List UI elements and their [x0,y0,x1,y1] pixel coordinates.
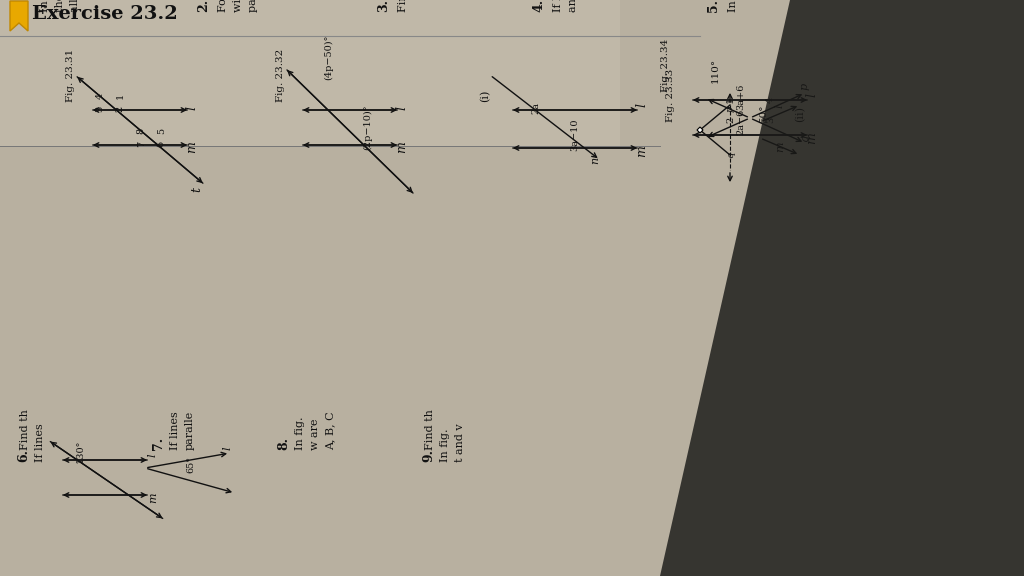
Text: 110°: 110° [711,58,720,83]
Text: will lines l and m be: will lines l and m be [233,0,243,12]
Text: l: l [148,453,158,457]
Text: 2a−6: 2a−6 [736,109,745,135]
Text: p: p [726,106,735,112]
Text: Fig. 23.33: Fig. 23.33 [666,69,675,122]
Text: 2: 2 [726,117,735,123]
Text: angles ∡1, ∢2, ∣3 and ∤4.: angles ∡1, ∢2, ∣3 and ∤4. [567,0,578,12]
Text: Exercise 23.2: Exercise 23.2 [32,5,178,23]
Text: 2: 2 [116,106,124,112]
Text: 5.: 5. [707,0,720,12]
Text: q: q [726,151,735,158]
Text: 3: 3 [95,106,104,112]
Text: m: m [185,141,198,153]
Text: 3a+6: 3a+6 [736,84,745,110]
Text: m: m [635,145,648,157]
Text: q: q [800,135,810,142]
Text: 3a−10: 3a−10 [570,119,580,151]
Text: (i): (i) [479,90,490,102]
Text: If lines: If lines [170,411,180,450]
Text: 65°: 65° [186,456,195,473]
Text: Find th: Find th [425,409,435,450]
Text: Fig. 23.34: Fig. 23.34 [662,39,670,92]
Text: 1: 1 [116,93,124,99]
Polygon shape [660,0,1024,576]
Text: 8.: 8. [278,437,290,450]
Text: 6.: 6. [17,449,30,462]
Text: l: l [805,93,818,97]
Text: 7.: 7. [152,437,165,450]
Text: Find th: Find th [20,409,30,450]
Text: Fig. 23.31: Fig. 23.31 [66,49,75,102]
Text: n: n [590,157,600,164]
Text: m: m [775,142,785,152]
Polygon shape [10,1,28,31]
Polygon shape [697,127,703,133]
Text: m: m [395,141,408,153]
Text: l: l [635,103,648,107]
Text: 130°: 130° [76,439,85,463]
Text: In fig.: In fig. [440,429,450,462]
Text: If lines l and m are parallel, find the values of the: If lines l and m are parallel, find the … [553,0,563,12]
Text: (ii): (ii) [795,106,805,122]
Text: parallel to each other?: parallel to each other? [248,0,258,12]
Text: l: l [185,106,198,110]
Text: In fig.: In fig. [295,416,305,450]
Text: 50°: 50° [759,104,768,123]
Text: 3.: 3. [377,0,390,12]
Text: 4: 4 [95,93,104,99]
Text: 3: 3 [766,117,775,123]
Text: (4p−50)°: (4p−50)° [324,35,333,80]
Text: 7: 7 [137,141,145,147]
Text: p: p [800,83,810,90]
Text: 2a: 2a [531,102,541,114]
Text: the transversal. If ∡1 = 45°, find the measures of: the transversal. If ∡1 = 45°, find the m… [54,0,65,12]
Text: 4: 4 [766,97,775,103]
Text: paralle: paralle [185,411,195,450]
Text: In fig. 23.35, lines l and m are parallel.: In fig. 23.35, lines l and m are paralle… [728,0,738,12]
Text: 6: 6 [157,141,166,147]
Text: l: l [223,446,233,450]
Text: l: l [775,104,785,108]
Text: t and v: t and v [455,423,465,462]
Text: For what value of p: For what value of p [218,0,228,12]
Bar [0,0,620,146]
Text: m: m [148,492,158,503]
Text: 9.: 9. [422,449,435,462]
Text: A, B, C: A, B, C [325,411,335,450]
Text: l: l [395,106,408,110]
Text: Find the value of a if lines l and m are parallel.: Find the value of a if lines l and m are… [398,0,408,12]
Text: m: m [805,132,818,144]
Text: (2p−10)°: (2p−10)° [362,104,372,150]
Text: 4.: 4. [532,0,545,12]
Text: t: t [190,188,203,192]
Text: all eight angles.: all eight angles. [70,0,80,12]
Text: 8: 8 [137,128,145,134]
Text: Fig. 23.32: Fig. 23.32 [276,49,285,102]
Text: 1.: 1. [17,0,30,12]
Text: 5: 5 [157,128,166,134]
Text: In fig. 23.31, l and m are parallel lines and t is: In fig. 23.31, l and m are parallel line… [40,0,50,12]
Text: 1: 1 [726,97,735,103]
Text: If lines: If lines [35,423,45,462]
Text: 2.: 2. [197,0,210,12]
Text: w are: w are [310,419,319,450]
